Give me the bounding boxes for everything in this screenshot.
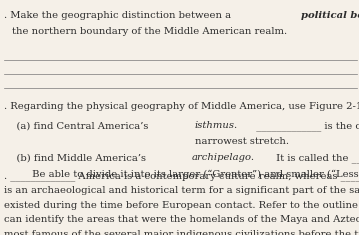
Text: most famous of the several major indigenous civilizations before the time of Col: most famous of the several major indigen… xyxy=(4,230,359,235)
Text: _____________ is the country occupying its: _____________ is the country occupying i… xyxy=(250,121,359,131)
Text: political border: political border xyxy=(302,11,359,20)
Text: existed during the time before European contact. Refer to the outline map below : existed during the time before European … xyxy=(4,201,359,210)
Text: (a) find Central America’s: (a) find Central America’s xyxy=(4,121,152,130)
Text: Be able to divide it into its larger (“Greater”) and smaller (“Lesser”) islands.: Be able to divide it into its larger (“G… xyxy=(4,169,359,179)
Text: . Regarding the physical geography of Middle America, use Figure 2-1 to help you: . Regarding the physical geography of Mi… xyxy=(4,102,359,111)
Text: narrowest stretch.: narrowest stretch. xyxy=(195,137,289,146)
Text: It is called the _____________________,: It is called the _____________________, xyxy=(273,153,359,163)
Text: isthmus.: isthmus. xyxy=(195,121,238,130)
Text: (b) find Middle America’s: (b) find Middle America’s xyxy=(4,153,149,162)
Text: . _____________ America is a contemporary culture realm, whereas __________ Amer: . _____________ America is a contemporar… xyxy=(4,172,359,181)
Text: is an archaeological and historical term for a significant part of the same terr: is an archaeological and historical term… xyxy=(4,186,359,195)
Text: can identify the areas that were the homelands of the Maya and Aztecs.  These ar: can identify the areas that were the hom… xyxy=(4,215,359,224)
Text: . Make the geographic distinction between a: . Make the geographic distinction betwee… xyxy=(4,11,234,20)
Text: archipelago.: archipelago. xyxy=(192,153,255,162)
Text: the northern boundary of the Middle American realm.: the northern boundary of the Middle Amer… xyxy=(12,27,288,35)
